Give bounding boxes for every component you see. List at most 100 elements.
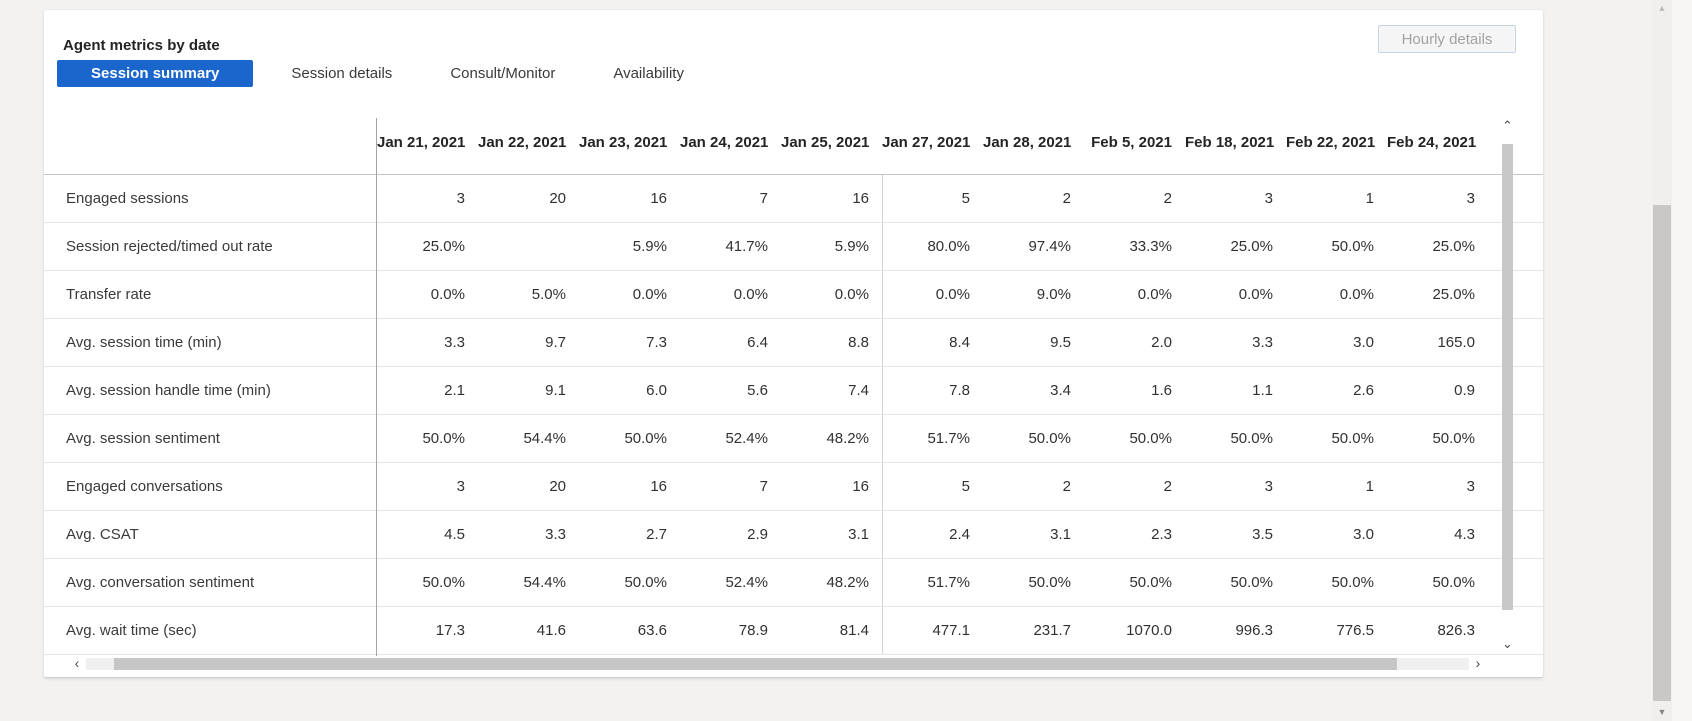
table-cell: 16 (650, 478, 667, 495)
table-cell: 7 (759, 478, 768, 495)
table-cell: 3 (456, 190, 465, 207)
table-cell: 7.8 (882, 367, 983, 414)
table-cell: 50.0% (1331, 574, 1374, 591)
column-header: Feb 5, 2021 (1091, 133, 1172, 151)
table-cell: 2.3 (1151, 526, 1172, 543)
table-cell: 1.6 (1151, 382, 1172, 399)
table-cell: 50.0% (1129, 574, 1172, 591)
table-vertical-scrollbar[interactable]: ⌃ ⌄ (1500, 118, 1515, 656)
table-cell: 25.0% (1432, 286, 1475, 303)
scroll-right-icon[interactable]: › (1475, 655, 1481, 671)
column-header: Jan 21, 2021 (377, 133, 466, 151)
row-label: Avg. session sentiment (66, 430, 220, 447)
tab-session-details[interactable]: Session details (291, 65, 393, 82)
table-cell: 7.4 (848, 382, 869, 399)
table-cell: 1 (1365, 478, 1374, 495)
table-cell: 2.7 (646, 526, 667, 543)
page-scroll-down-icon[interactable]: ▼ (1657, 707, 1667, 717)
page-scrollbar-thumb[interactable] (1653, 205, 1671, 701)
table-cell: 6.0 (646, 382, 667, 399)
table-cell: 3 (1264, 478, 1273, 495)
tab-session-summary[interactable]: Session summary (57, 60, 254, 87)
table-row: Avg. session sentiment 50.0% 54.4% 50.0% 52.… (44, 415, 1543, 463)
table-cell: 9.1 (545, 382, 566, 399)
column-header: Jan 28, 2021 (983, 133, 1072, 151)
table-cell: 165.0 (1437, 334, 1475, 351)
table-cell: 16 (650, 190, 667, 207)
table-cell: 50.0% (1028, 430, 1071, 447)
table-row: Session rejected/timed out rate 25.0% 5.9%… (44, 223, 1543, 271)
tab-bar: Session summary Session details Consult/… (57, 60, 704, 87)
table-cell: 4.5 (444, 526, 465, 543)
row-label: Avg. wait time (sec) (66, 622, 197, 639)
page-scroll-up-icon[interactable]: ▲ (1657, 3, 1667, 13)
table-cell: 6.4 (747, 334, 768, 351)
table-cell: 50.0% (624, 574, 667, 591)
column-header: Jan 22, 2021 (478, 133, 567, 151)
table-cell: 50.0% (1028, 574, 1071, 591)
table-cell: 3.5 (1252, 526, 1273, 543)
table-row: Avg. session handle time (min) 2.1 9.1 6.0 5… (44, 367, 1543, 415)
metrics-table: Jan 21, 2021 Jan 22, 2021 Jan 23, 2021 Jan … (44, 110, 1543, 672)
table-cell: 776.5 (1336, 622, 1374, 639)
table-cell: 1 (1365, 190, 1374, 207)
table-cell: 25.0% (1230, 238, 1273, 255)
table-cell: 996.3 (1235, 622, 1273, 639)
table-cell: 3 (1466, 478, 1475, 495)
table-cell: 3.3 (1252, 334, 1273, 351)
hourly-details-button[interactable]: Hourly details (1378, 25, 1516, 53)
table-cell: 25.0% (422, 238, 465, 255)
table-cell: 5.9% (834, 238, 869, 255)
table-cell: 5 (882, 175, 983, 222)
frozen-column-divider (376, 118, 377, 656)
table-cell: 2.1 (444, 382, 465, 399)
table-cell: 7.3 (646, 334, 667, 351)
scroll-left-icon[interactable]: ‹ (74, 655, 80, 671)
table-cell: 16 (852, 190, 869, 207)
table-cell: 0.0% (882, 271, 983, 318)
table-horizontal-scrollbar[interactable]: ‹ › (70, 655, 1485, 671)
table-cell: 3.4 (1050, 382, 1071, 399)
table-cell: 0.0% (430, 286, 465, 303)
table-row: Avg. session time (min) 3.3 9.7 7.3 6.4 8.8 8.… (44, 319, 1543, 367)
table-cell: 7 (759, 190, 768, 207)
table-cell: 50.0% (1331, 238, 1374, 255)
table-cell: 48.2% (826, 430, 869, 447)
table-row: Engaged conversations 3 20 16 7 16 5 2 2 3 1 3 (44, 463, 1543, 511)
table-cell: 2 (1062, 478, 1071, 495)
row-label: Avg. session time (min) (66, 334, 222, 351)
table-cell: 50.0% (422, 574, 465, 591)
tab-consult-monitor[interactable]: Consult/Monitor (450, 65, 556, 82)
table-cell: 231.7 (1033, 622, 1071, 639)
table-cell: 78.9 (738, 622, 768, 639)
scroll-up-icon[interactable]: ⌃ (1502, 118, 1513, 133)
table-cell: 50.0% (1230, 574, 1273, 591)
table-cell: 2.6 (1353, 382, 1374, 399)
column-header: Jan 25, 2021 (781, 133, 870, 151)
table-cell: 5.6 (747, 382, 768, 399)
table-cell: 2.9 (747, 526, 768, 543)
table-cell: 9.0% (1036, 286, 1071, 303)
table-cell: 3.0 (1353, 526, 1374, 543)
table-cell: 50.0% (422, 430, 465, 447)
table-cell: 51.7% (882, 415, 983, 462)
row-label: Avg. session handle time (min) (66, 382, 271, 399)
table-cell: 97.4% (1028, 238, 1071, 255)
table-cell: 50.0% (624, 430, 667, 447)
scroll-down-icon[interactable]: ⌄ (1502, 636, 1513, 651)
tab-availability[interactable]: Availability (613, 65, 684, 82)
table-cell: 41.6 (536, 622, 566, 639)
table-cell: 52.4% (725, 430, 768, 447)
horizontal-scrollbar-thumb[interactable] (114, 658, 1397, 670)
table-cell: 3.1 (848, 526, 869, 543)
vertical-scrollbar-thumb[interactable] (1502, 144, 1513, 610)
table-cell: 54.4% (523, 574, 566, 591)
table-row: Engaged sessions 3 20 16 7 16 5 2 2 3 1 3 (44, 175, 1543, 223)
table-cell: 8.4 (882, 319, 983, 366)
table-cell: 52.4% (725, 574, 768, 591)
page-vertical-scrollbar[interactable]: ▲ ▼ (1652, 0, 1672, 721)
agent-metrics-card: Agent metrics by date Hourly details Ses… (44, 10, 1543, 677)
table-cell: 2.0 (1151, 334, 1172, 351)
table-cell: 51.7% (882, 559, 983, 606)
table-cell: 2 (1062, 190, 1071, 207)
